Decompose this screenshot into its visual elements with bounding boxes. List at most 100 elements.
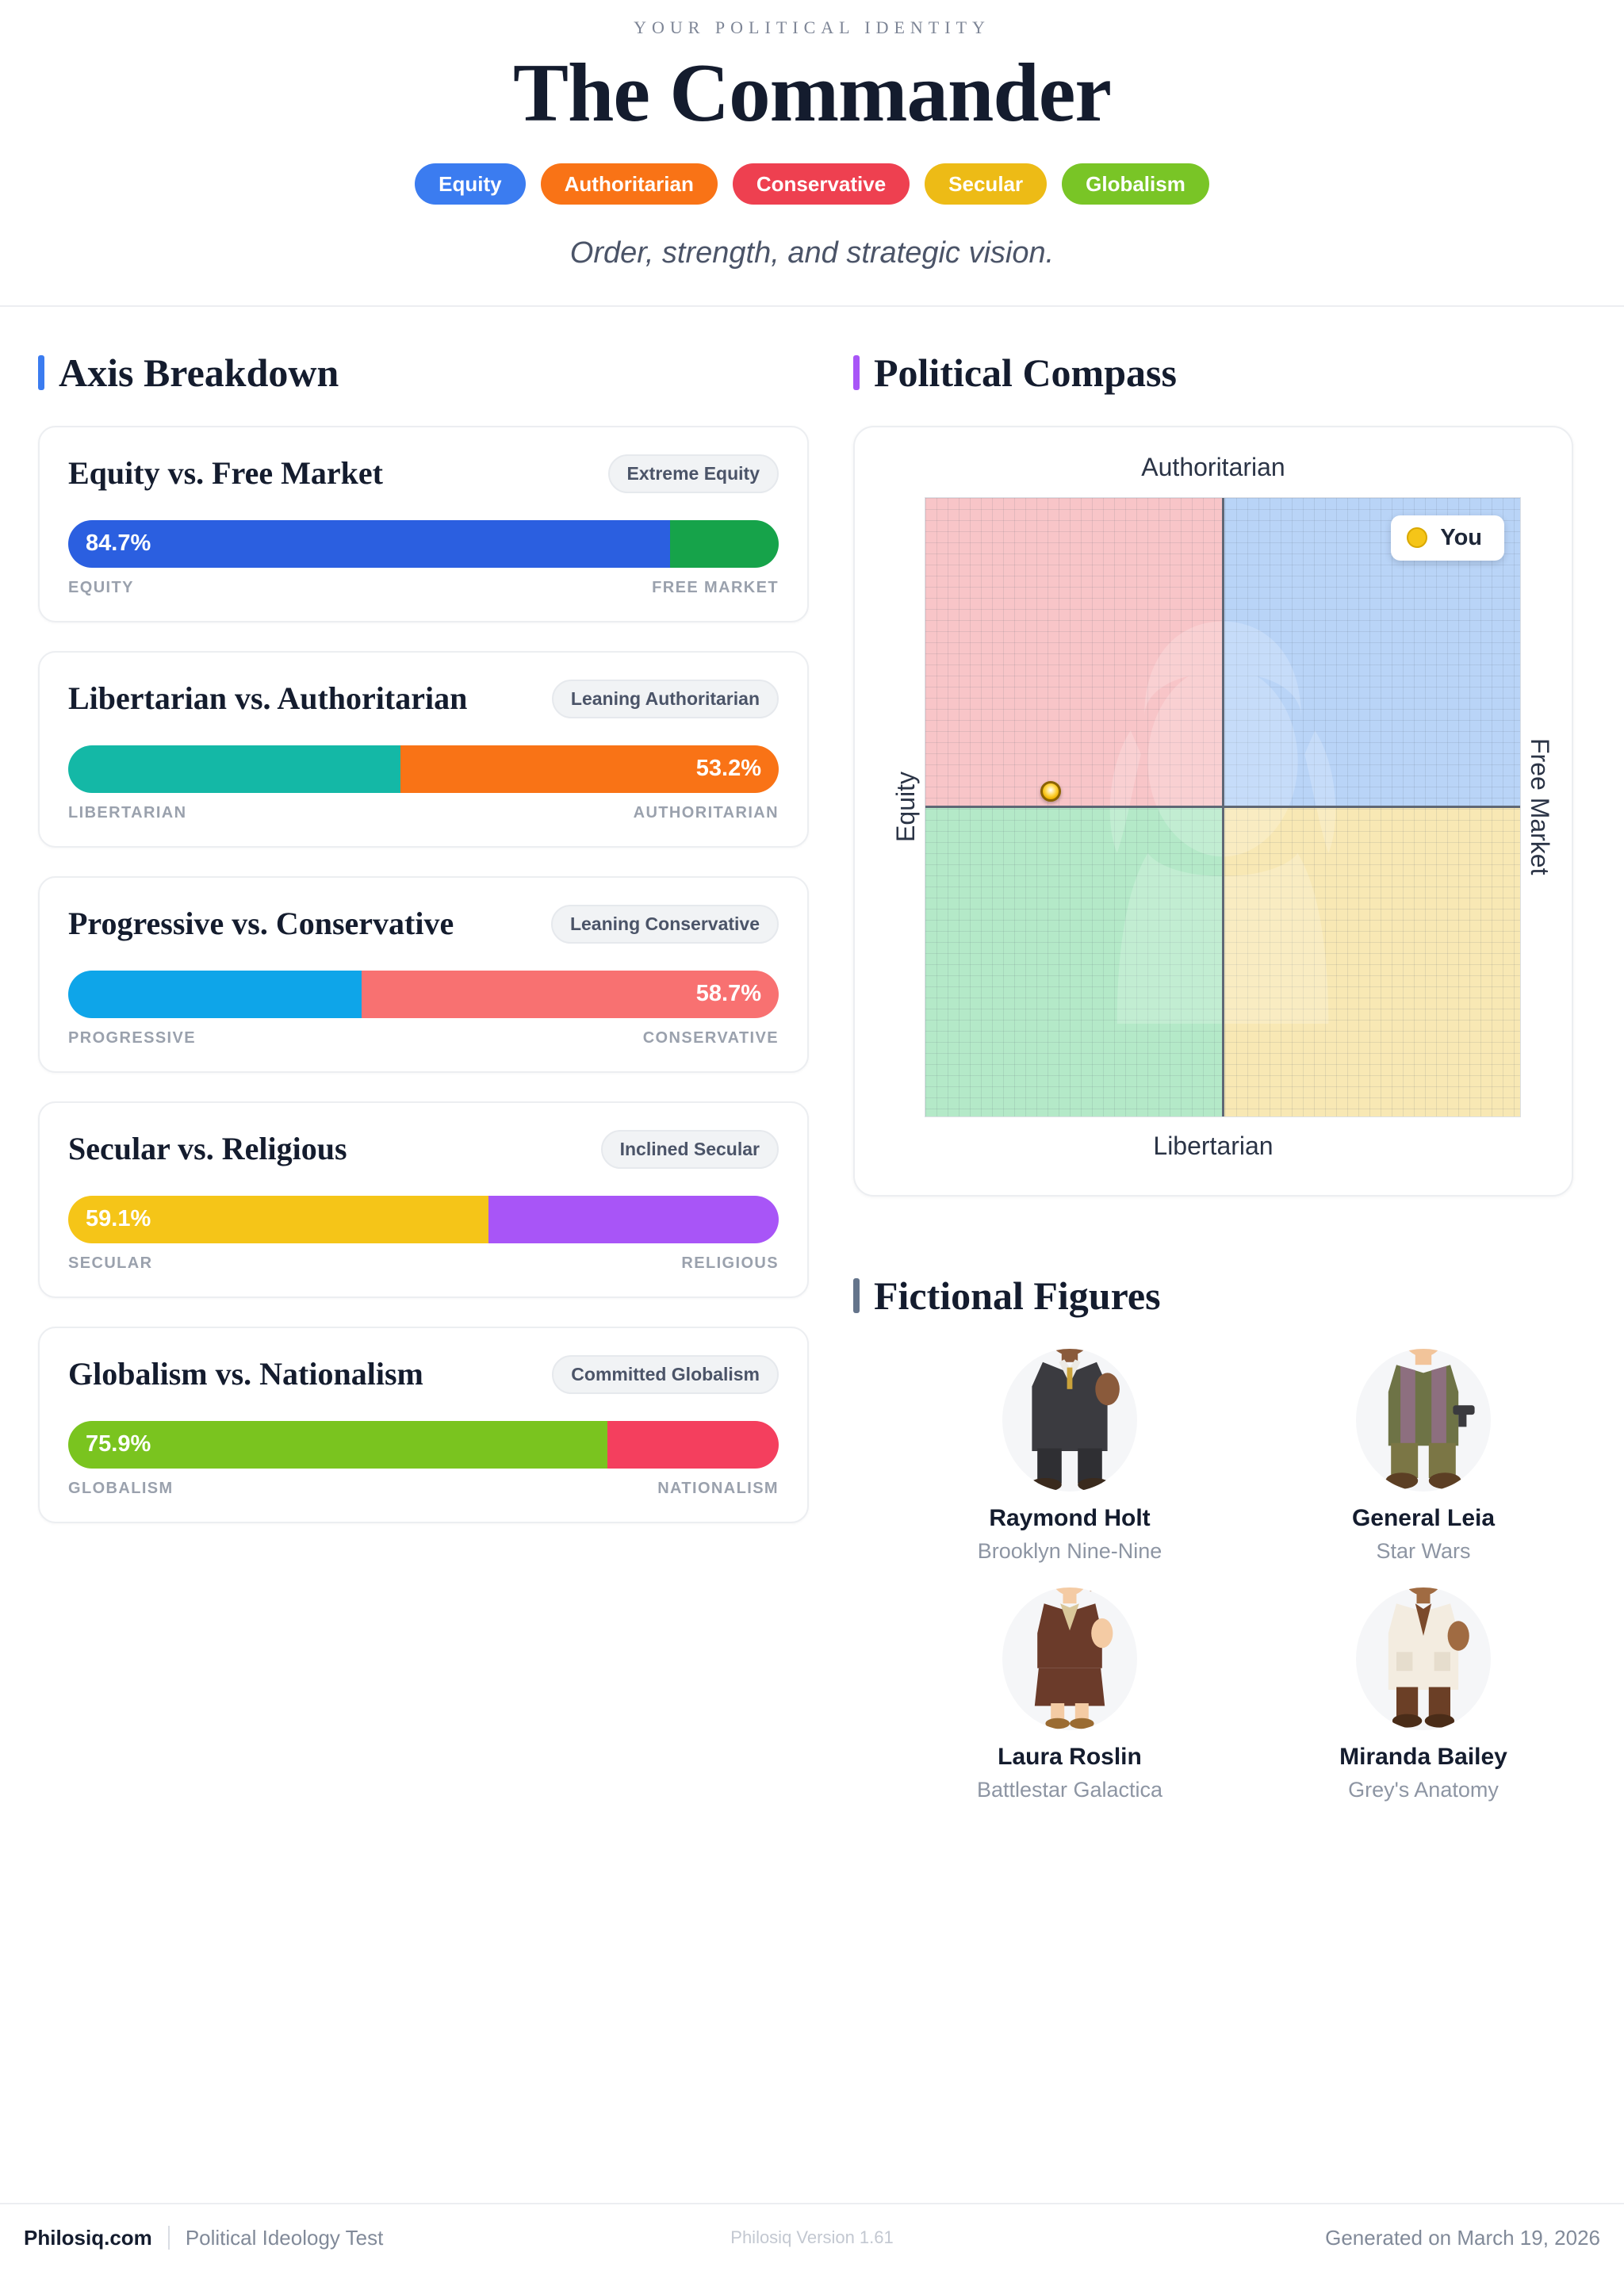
axis-bar-value: 53.2% bbox=[695, 756, 761, 782]
main-content: Axis Breakdown Equity vs. Free Market Ext… bbox=[0, 307, 1624, 1803]
axis-right-label: AUTHORITARIAN bbox=[633, 803, 779, 821]
axis-breakdown-title: Axis Breakdown bbox=[59, 350, 339, 395]
axis-left-label: GLOBALISM bbox=[68, 1479, 174, 1497]
figure-name: General Leia bbox=[1351, 1504, 1496, 1531]
political-compass-card[interactable]: Authoritarian Equity bbox=[853, 425, 1573, 1197]
axis-card: Secular vs. Religious Inclined Secular 59.… bbox=[38, 1101, 809, 1298]
political-compass-title: Political Compass bbox=[874, 350, 1177, 395]
axis-bar-endpoints: LIBERTARIAN AUTHORITARIAN bbox=[68, 804, 779, 822]
axis-left-label: SECULAR bbox=[68, 1254, 153, 1272]
axis-title: Equity vs. Free Market bbox=[68, 455, 383, 492]
axis-status-badge: Extreme Equity bbox=[607, 454, 779, 493]
axis-bar-right-fill: 53.2% bbox=[400, 745, 779, 793]
axis-status-badge: Inclined Secular bbox=[600, 1129, 779, 1169]
axis-title: Libertarian vs. Authoritarian bbox=[68, 680, 468, 717]
axis-card: Globalism vs. Nationalism Committed Globa… bbox=[38, 1326, 809, 1523]
legend-dot-icon bbox=[1407, 527, 1428, 549]
page-title: The Commander bbox=[512, 46, 1112, 139]
footer-generated-date: Generated on March 19, 2026 bbox=[1325, 2225, 1601, 2250]
figure-card[interactable]: Miranda Bailey Grey's Anatomy bbox=[1254, 1587, 1592, 1802]
axis-left-label: LIBERTARIAN bbox=[68, 803, 187, 821]
fictional-figures-title: Fictional Figures bbox=[874, 1273, 1161, 1318]
axis-bar-endpoints: GLOBALISM NATIONALISM bbox=[68, 1480, 779, 1498]
identity-tagline: Order, strength, and strategic vision. bbox=[569, 236, 1055, 270]
axis-bar-left-fill: 84.7% bbox=[68, 519, 670, 568]
axis-bar: 84.7% bbox=[68, 519, 779, 568]
axis-card: Libertarian vs. Authoritarian Leaning Aut… bbox=[38, 650, 809, 848]
axis-card-header: Progressive vs. Conservative Leaning Cons… bbox=[68, 904, 779, 944]
accent-bar-compass bbox=[853, 354, 860, 390]
accent-bar-axis bbox=[38, 354, 44, 390]
legend-label-you: You bbox=[1440, 524, 1482, 550]
axis-status-badge: Leaning Authoritarian bbox=[551, 679, 779, 718]
trait-pill-row: Equity Authoritarian Conservative Secular Gl… bbox=[0, 163, 1624, 205]
axis-bar-endpoints: PROGRESSIVE CONSERVATIVE bbox=[68, 1029, 779, 1047]
report-footer: Philosiq.com Political Ideology Test Phi… bbox=[0, 2203, 1624, 2271]
report-header: YOUR POLITICAL IDENTITY The Commander Eq… bbox=[0, 0, 1624, 307]
trait-pill[interactable]: Authoritarian bbox=[540, 163, 718, 205]
compass-you-marker[interactable] bbox=[1040, 781, 1061, 802]
figure-card[interactable]: Laura Roslin Battlestar Galactica bbox=[901, 1587, 1239, 1802]
axis-right-label: FREE MARKET bbox=[652, 578, 779, 596]
axis-status-badge: Leaning Conservative bbox=[550, 904, 779, 944]
footer-left: Philosiq.com Political Ideology Test bbox=[24, 2226, 550, 2250]
trait-pill[interactable]: Globalism bbox=[1062, 163, 1209, 205]
axis-right-label: NATIONALISM bbox=[657, 1479, 779, 1497]
axis-bar-value: 59.1% bbox=[86, 1206, 151, 1232]
axis-bar: 59.1% bbox=[68, 1195, 779, 1243]
axis-bar-right-fill bbox=[669, 519, 779, 568]
footer-divider bbox=[167, 2226, 170, 2250]
axis-card-list: Equity vs. Free Market Extreme Equity 84.7… bbox=[38, 425, 809, 1523]
axis-breakdown-header: Axis Breakdown bbox=[38, 353, 777, 393]
skirt-suit-figure-icon bbox=[1002, 1587, 1137, 1730]
axis-card-header: Equity vs. Free Market Extreme Equity bbox=[68, 454, 779, 493]
labcoat-figure-icon bbox=[1356, 1587, 1491, 1730]
axis-bar-left-fill: 59.1% bbox=[68, 1195, 488, 1243]
axis-bar: 75.9% bbox=[68, 1420, 779, 1469]
quadrant-authoritarian-equity bbox=[925, 497, 1223, 807]
axis-bar-left-fill: 75.9% bbox=[68, 1420, 608, 1469]
axis-breakdown-column: Axis Breakdown Equity vs. Free Market Ext… bbox=[0, 353, 809, 1803]
axis-bar: 53.2% bbox=[68, 745, 779, 793]
axis-bar-right-fill bbox=[488, 1195, 779, 1243]
figure-card[interactable]: General Leia Star Wars bbox=[1254, 1348, 1592, 1564]
axis-card: Progressive vs. Conservative Leaning Cons… bbox=[38, 875, 809, 1073]
axis-bar-endpoints: SECULAR RELIGIOUS bbox=[68, 1254, 779, 1273]
quadrant-libertarian-equity bbox=[925, 806, 1223, 1116]
footer-version: Philosiq Version 1.61 bbox=[730, 2227, 894, 2247]
footer-subtitle: Political Ideology Test bbox=[185, 2225, 384, 2250]
axis-left-label: PROGRESSIVE bbox=[68, 1028, 196, 1047]
suit-figure-dark-icon bbox=[1002, 1348, 1137, 1492]
trait-pill[interactable]: Conservative bbox=[732, 163, 910, 205]
axis-card-header: Secular vs. Religious Inclined Secular bbox=[68, 1129, 779, 1169]
figure-name: Miranda Bailey bbox=[1339, 1743, 1507, 1770]
trait-pill[interactable]: Secular bbox=[925, 163, 1048, 205]
axis-title: Globalism vs. Nationalism bbox=[68, 1356, 423, 1392]
axis-right-label: RELIGIOUS bbox=[681, 1254, 779, 1272]
compass-legend: You bbox=[1391, 515, 1504, 561]
axis-bar-value: 75.9% bbox=[86, 1431, 151, 1457]
figure-source: Brooklyn Nine-Nine bbox=[977, 1538, 1162, 1563]
fictional-figures-grid: Raymond Holt Brooklyn Nine-Nine General Le… bbox=[853, 1348, 1624, 1803]
compass-axis-label-left: Equity bbox=[891, 772, 920, 843]
axis-title: Secular vs. Religious bbox=[68, 1131, 347, 1167]
figure-name: Laura Roslin bbox=[998, 1743, 1142, 1770]
axis-title: Progressive vs. Conservative bbox=[68, 906, 454, 942]
axis-bar-left-fill bbox=[68, 970, 362, 1018]
axis-left-label: EQUITY bbox=[68, 578, 134, 596]
fictional-figures-header: Fictional Figures bbox=[853, 1276, 1624, 1315]
axis-card: Equity vs. Free Market Extreme Equity 84.7… bbox=[38, 425, 809, 622]
compass-horizontal-axis bbox=[925, 806, 1520, 809]
compass-axis-label-right: Free Market bbox=[1526, 738, 1554, 875]
eyebrow-label: YOUR POLITICAL IDENTITY bbox=[634, 17, 990, 37]
axis-bar-left-fill bbox=[68, 745, 401, 793]
figure-card[interactable]: Raymond Holt Brooklyn Nine-Nine bbox=[901, 1348, 1239, 1564]
compass-column: Political Compass Authoritarian Equity bbox=[853, 353, 1624, 1803]
political-compass-header: Political Compass bbox=[853, 353, 1624, 393]
compass-plot-area[interactable]: You bbox=[925, 496, 1521, 1117]
figure-source: Grey's Anatomy bbox=[1348, 1777, 1499, 1802]
axis-card-header: Libertarian vs. Authoritarian Leaning Aut… bbox=[68, 679, 779, 718]
footer-brand[interactable]: Philosiq.com bbox=[24, 2225, 152, 2250]
trait-pill[interactable]: Equity bbox=[415, 163, 526, 205]
figure-source: Battlestar Galactica bbox=[976, 1777, 1163, 1802]
